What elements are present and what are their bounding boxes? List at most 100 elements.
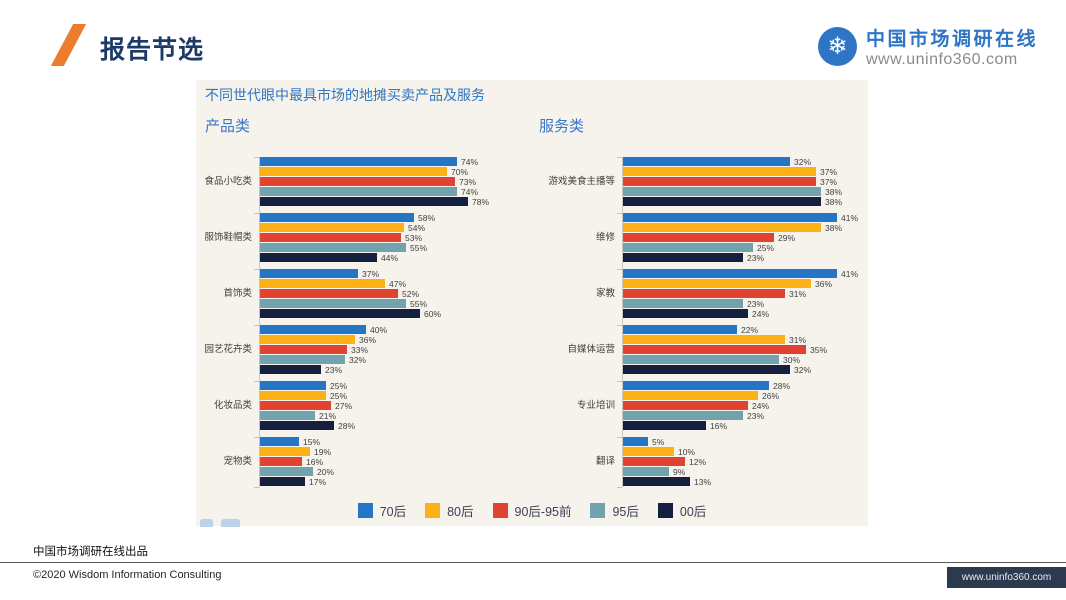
bar-00后 xyxy=(259,477,305,486)
bar-00后 xyxy=(622,253,743,262)
bar-group: 37% 47% 52% 55% 60% xyxy=(259,266,441,322)
bar-row: 30% xyxy=(622,354,827,365)
value-label: 32% xyxy=(794,156,812,167)
bar-70后 xyxy=(622,325,737,334)
value-label: 36% xyxy=(815,278,833,289)
value-label: 31% xyxy=(789,288,807,299)
category-label: 食品小吃类 xyxy=(204,175,252,187)
bar-90后-95前 xyxy=(622,457,685,466)
bar-group: 58% 54% 53% 55% 44% xyxy=(259,210,435,266)
bar-group: 5% 10% 12% 9% 13% xyxy=(622,434,711,490)
value-label: 17% xyxy=(309,476,327,487)
chart-panel: 不同世代眼中最具市场的地摊买卖产品及服务 产品类 服务类 食品小吃类 74% 70%… xyxy=(196,80,868,526)
value-label: 30% xyxy=(783,354,801,365)
snowflake-icon: ❄ xyxy=(817,27,857,66)
value-label: 74% xyxy=(461,186,479,197)
bar-row: 58% xyxy=(259,212,436,223)
footer-producer-text: 中国市场调研在线出品 xyxy=(33,546,148,558)
footer-site-url: www.uninfo360.com xyxy=(961,572,1052,583)
axis-tick xyxy=(254,381,259,382)
bar-row: 31% xyxy=(622,288,858,299)
category-label: 化妆品类 xyxy=(213,399,252,411)
category-group: 自媒体运营 22% 31% 35% 30% 32% xyxy=(536,322,858,378)
legend-label: 80后 xyxy=(447,505,474,519)
bar-90后-95前 xyxy=(259,345,347,354)
value-label: 12% xyxy=(689,456,707,467)
axis-tick xyxy=(254,157,259,158)
value-label: 23% xyxy=(747,410,765,421)
bar-90后-95前 xyxy=(259,289,398,298)
bar-70后 xyxy=(259,381,326,390)
value-label: 9% xyxy=(673,466,686,477)
bar-row: 38% xyxy=(622,197,842,207)
legend-label: 00后 xyxy=(679,505,707,519)
bar-row: 53% xyxy=(259,232,435,243)
bar-row: 33% xyxy=(259,345,387,355)
value-label: 15% xyxy=(303,436,321,447)
legend-swatch xyxy=(492,503,508,518)
bar-row: 5% xyxy=(622,436,711,447)
value-label: 26% xyxy=(762,390,780,401)
bar-row: 55% xyxy=(259,243,435,253)
value-label: 53% xyxy=(405,232,423,243)
value-label: 58% xyxy=(418,212,436,223)
category-label: 维修 xyxy=(595,231,615,243)
value-label: 38% xyxy=(825,186,843,197)
bar-row: 41% xyxy=(622,268,859,279)
bar-95后 xyxy=(622,411,743,420)
bar-row: 40% xyxy=(259,325,387,335)
value-label: 60% xyxy=(424,308,442,319)
value-label: 41% xyxy=(841,268,859,279)
bar-group: 40% 36% 33% 32% 23% xyxy=(259,322,387,378)
axis-tick xyxy=(254,487,259,488)
bar-80后 xyxy=(259,279,385,288)
bar-row: 38% xyxy=(622,186,843,197)
category-label: 专业培训 xyxy=(576,399,615,411)
bar-row: 52% xyxy=(259,288,441,299)
bar-00后 xyxy=(259,421,334,430)
chart-title-services: 服务类 xyxy=(539,118,585,135)
axis-tick xyxy=(254,325,259,326)
bar-90后-95前 xyxy=(259,233,401,242)
category-label: 宠物类 xyxy=(223,455,252,467)
bar-90后-95前 xyxy=(622,289,785,298)
category-group: 维修 41% 38% 29% 25% 23% xyxy=(536,210,858,266)
bar-row: 20% xyxy=(259,467,334,477)
value-label: 52% xyxy=(402,288,420,299)
axis-tick xyxy=(617,269,622,270)
bar-00后 xyxy=(259,365,321,374)
brand-name: 中国市场调研在线 xyxy=(865,29,1038,50)
bar-row: 54% xyxy=(259,223,435,233)
legend-item: 90后-95前 xyxy=(492,501,571,520)
value-label: 37% xyxy=(362,268,380,279)
value-label: 25% xyxy=(330,380,348,391)
bar-90后-95前 xyxy=(259,457,302,466)
value-label: 74% xyxy=(461,156,479,167)
bar-chart-services: 游戏美食主播等 32% 37% 37% 38% 38% 维修 41% 38% 29% 25% 23% 家… xyxy=(536,154,858,490)
value-label: 5% xyxy=(652,436,665,447)
category-group: 宠物类 15% 19% 16% 20% 17% xyxy=(196,434,489,490)
bar-00后 xyxy=(622,309,748,318)
category-label: 自媒体运营 xyxy=(567,343,615,355)
bar-row: 35% xyxy=(622,345,827,355)
bar-row: 28% xyxy=(259,420,356,431)
value-label: 47% xyxy=(389,278,407,289)
category-label: 园艺花卉类 xyxy=(204,343,252,355)
bar-row: 23% xyxy=(622,299,858,309)
value-label: 55% xyxy=(410,298,428,309)
legend-item: 80后 xyxy=(425,501,474,520)
page-title: 报告节选 xyxy=(100,36,205,64)
value-label: 28% xyxy=(338,420,356,431)
bar-row: 37% xyxy=(622,167,842,177)
value-label: 16% xyxy=(710,420,728,431)
bar-row: 74% xyxy=(259,186,489,197)
y-axis-line xyxy=(622,157,623,487)
value-label: 23% xyxy=(747,252,765,263)
legend-item: 70后 xyxy=(357,501,406,520)
value-label: 27% xyxy=(335,400,353,411)
bar-80后 xyxy=(622,223,821,232)
bar-row: 29% xyxy=(622,233,858,243)
category-label: 游戏美食主播等 xyxy=(548,175,615,187)
chart-legend: 70后 80后 90后-95前 95后 00后 xyxy=(196,501,868,520)
axis-tick xyxy=(617,437,622,438)
